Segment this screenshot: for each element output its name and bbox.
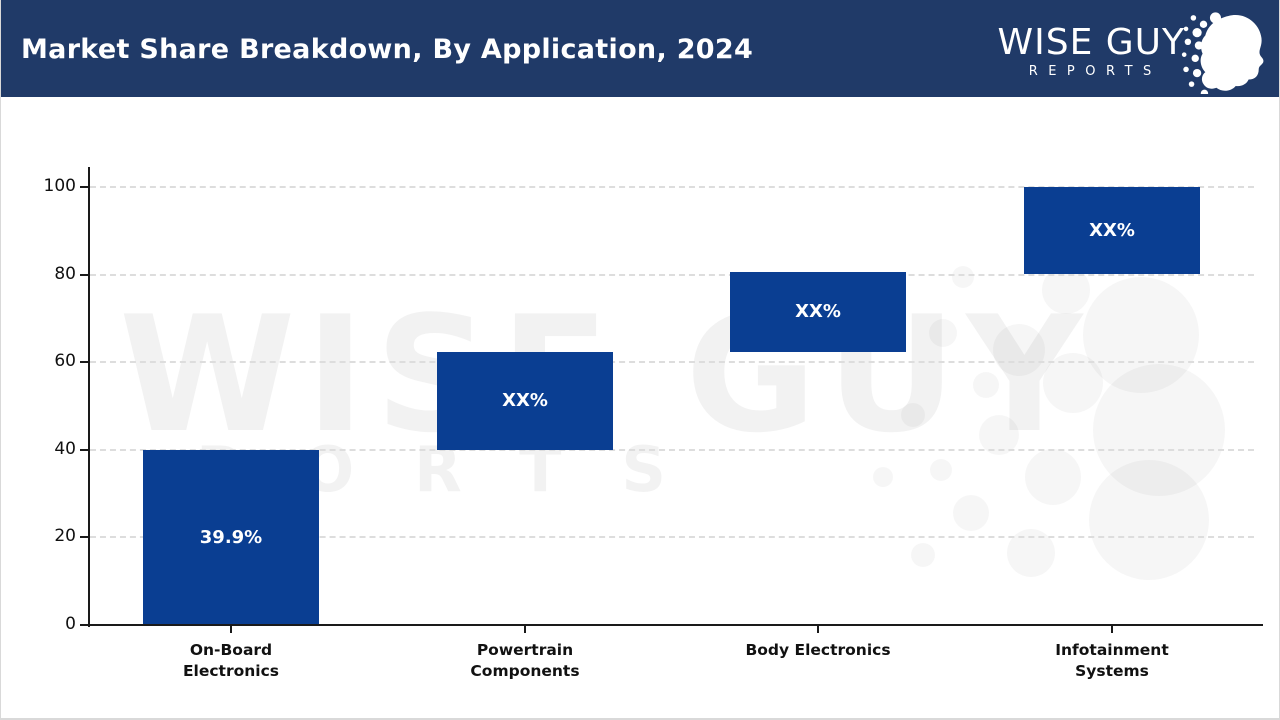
brand-logo-text: WISE GUY REPORTS <box>997 22 1186 80</box>
x-axis-line <box>88 624 1263 626</box>
bar-value-label-1: 39.9% <box>199 526 263 548</box>
gridline-40 <box>90 448 1254 451</box>
bar-1: 39.9% <box>143 449 319 625</box>
gridline-20 <box>90 536 1254 538</box>
y-tick-20 <box>80 536 88 538</box>
x-tick-1 <box>230 626 232 633</box>
bar-4: XX% <box>1024 187 1200 275</box>
gridline-100 <box>90 186 1254 188</box>
category-label-3: Body Electronics <box>745 640 891 659</box>
category-label-1: On-Board Electronics <box>182 640 280 680</box>
x-tick-2 <box>524 626 526 633</box>
y-tick-label-80: 80 <box>54 263 76 284</box>
gridline-80 <box>90 273 1254 276</box>
y-tick-label-60: 60 <box>54 351 76 371</box>
header-bar: Market Share Breakdown, By Application, … <box>1 0 1279 97</box>
bar-3: XX% <box>730 271 906 352</box>
page-title: Market Share Breakdown, By Application, … <box>21 34 754 65</box>
head-profile-icon <box>1181 12 1264 94</box>
y-tick-100 <box>80 186 88 188</box>
y-tick-label-100: 100 <box>43 176 76 196</box>
y-tick-label-0: 0 <box>65 613 76 634</box>
brand-logo: WISE GUY REPORTS <box>998 8 1268 94</box>
x-tick-3 <box>817 626 819 633</box>
y-tick-0 <box>80 623 88 626</box>
y-tick-label-20: 20 <box>54 526 76 546</box>
y-tick-60 <box>80 361 88 363</box>
category-label-4: Infotainment Systems <box>1055 640 1169 680</box>
brand-subtitle: REPORTS <box>1028 64 1162 79</box>
bar-value-label-2: XX% <box>502 390 548 412</box>
category-label-2: Powertrain Components <box>470 640 580 680</box>
y-axis-line <box>88 167 90 627</box>
brand-name: WISE GUY <box>997 22 1185 63</box>
y-tick-80 <box>80 273 88 276</box>
waterfall-chart: 0 20 40 60 80 100 39.9% On-Board Electronics XX%… <box>1 97 1279 718</box>
y-tick-40 <box>80 448 88 451</box>
bar-value-label-4: XX% <box>1089 220 1135 242</box>
x-tick-4 <box>1111 626 1113 633</box>
y-tick-label-40: 40 <box>54 438 76 459</box>
bar-2: XX% <box>437 351 613 450</box>
bar-value-label-3: XX% <box>795 301 841 323</box>
gridline-60 <box>90 361 1254 363</box>
